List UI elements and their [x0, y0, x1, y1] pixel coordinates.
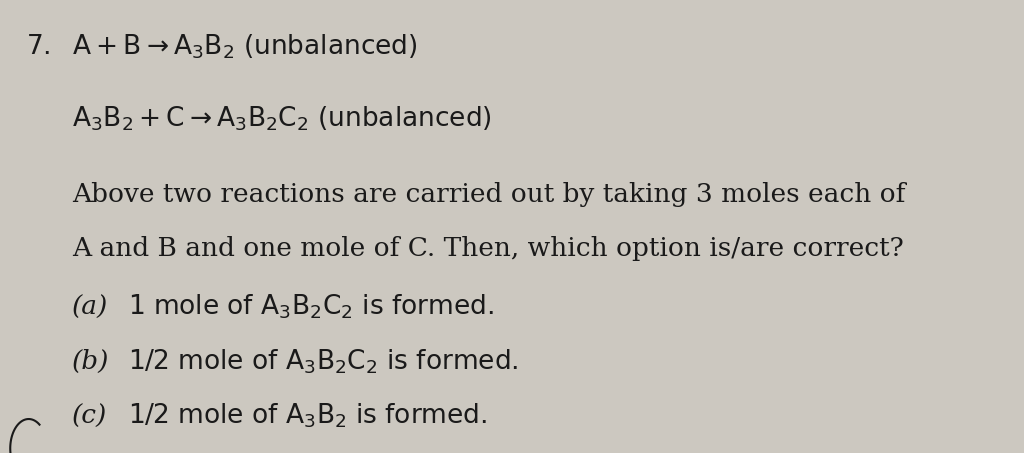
Text: Above two reactions are carried out by taking 3 moles each of: Above two reactions are carried out by t…: [72, 182, 905, 207]
Text: $\mathregular{7.\ \ A + B \rightarrow A_3B_2\ (unbalanced)}$: $\mathregular{7.\ \ A + B \rightarrow A_…: [26, 32, 417, 61]
Text: (a): (a): [72, 295, 108, 320]
Text: (b): (b): [72, 349, 109, 374]
Text: $\mathregular{1/2\ mole\ of\ A_3B_2\ is\ formed.}$: $\mathregular{1/2\ mole\ of\ A_3B_2\ is\…: [128, 401, 487, 430]
Text: $\mathregular{A_3B_2 + C \rightarrow A_3B_2C_2\ (unbalanced)}$: $\mathregular{A_3B_2 + C \rightarrow A_3…: [72, 105, 492, 133]
Text: A and B and one mole of C. Then, which option is/are correct?: A and B and one mole of C. Then, which o…: [72, 236, 903, 261]
Text: $\mathregular{1/2\ mole\ of\ A_3B_2C_2\ is\ formed.}$: $\mathregular{1/2\ mole\ of\ A_3B_2C_2\ …: [128, 347, 518, 376]
Text: $\mathregular{1\ mole\ of\ A_3B_2C_2\ is\ formed.}$: $\mathregular{1\ mole\ of\ A_3B_2C_2\ is…: [128, 293, 494, 321]
Text: (c): (c): [72, 404, 106, 429]
